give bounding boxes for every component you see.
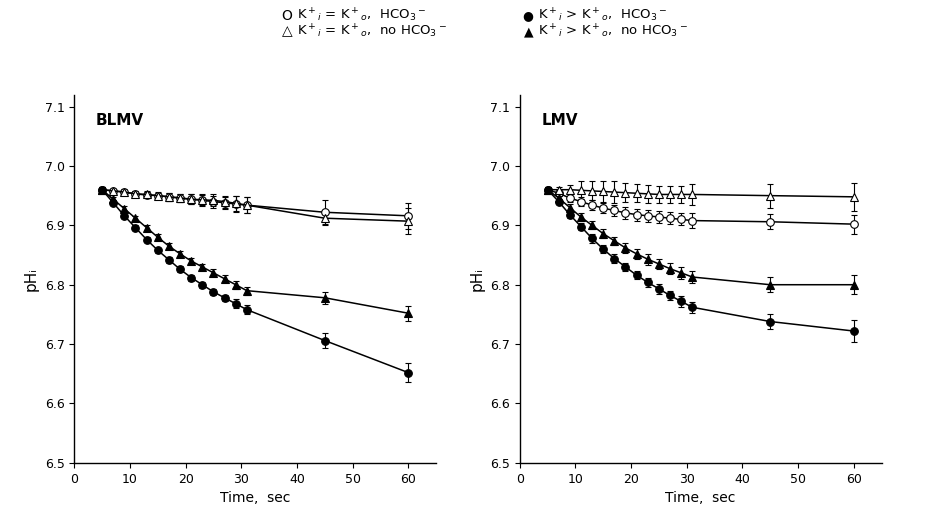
Text: K$^+$$_i$ > K$^+$$_o$,  no HCO$_3$$^-$: K$^+$$_i$ > K$^+$$_o$, no HCO$_3$$^-$: [538, 23, 688, 41]
X-axis label: Time,  sec: Time, sec: [220, 491, 290, 505]
Text: K$^+$$_i$ = K$^+$$_o$,  HCO$_3$$^-$: K$^+$$_i$ = K$^+$$_o$, HCO$_3$$^-$: [297, 7, 425, 25]
Text: O: O: [281, 9, 292, 23]
Text: K$^+$$_i$ > K$^+$$_o$,  HCO$_3$$^-$: K$^+$$_i$ > K$^+$$_o$, HCO$_3$$^-$: [538, 7, 667, 25]
Text: K$^+$$_i$ = K$^+$$_o$,  no HCO$_3$$^-$: K$^+$$_i$ = K$^+$$_o$, no HCO$_3$$^-$: [297, 23, 447, 41]
Text: BLMV: BLMV: [95, 113, 144, 128]
X-axis label: Time,  sec: Time, sec: [665, 491, 735, 505]
Text: LMV: LMV: [540, 113, 578, 128]
Y-axis label: pHᵢ: pHᵢ: [469, 267, 484, 291]
Text: ●: ●: [522, 9, 533, 22]
Text: ▲: ▲: [524, 25, 533, 38]
Text: △: △: [282, 25, 292, 38]
Y-axis label: pHᵢ: pHᵢ: [24, 267, 39, 291]
